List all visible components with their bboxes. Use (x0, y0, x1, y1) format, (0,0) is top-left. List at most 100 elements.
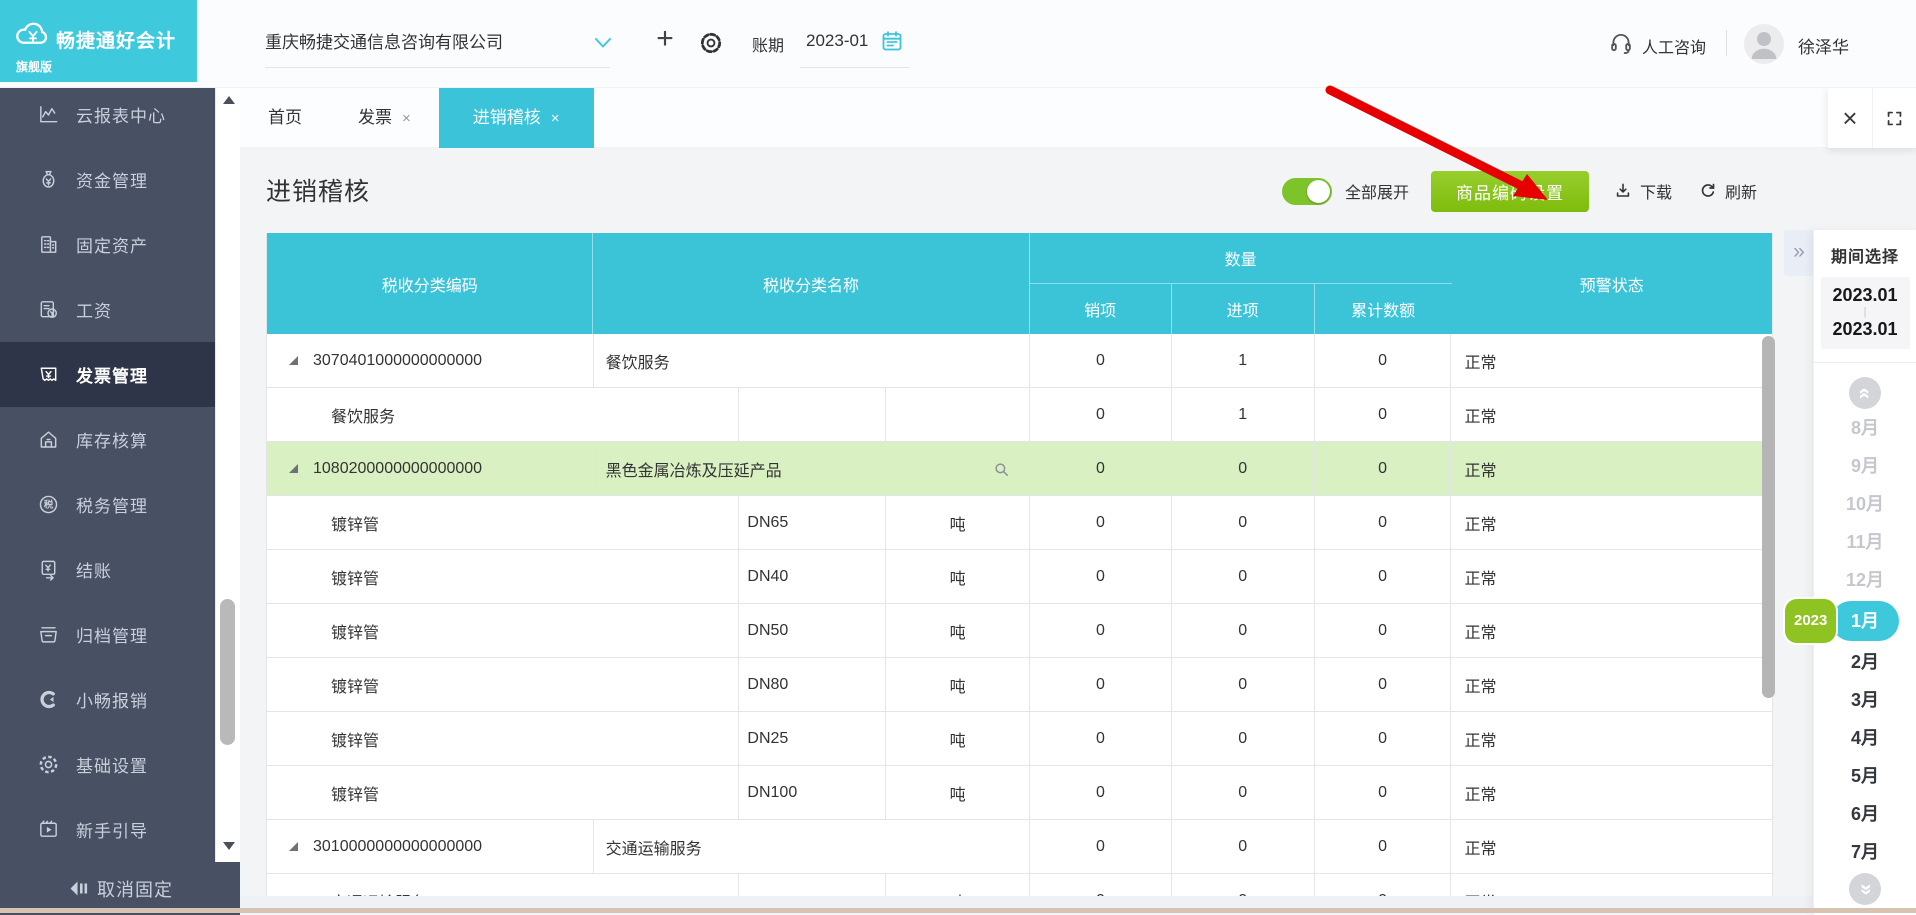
cell-item-unit-text: 吨 (949, 516, 966, 534)
cell-item-name-text: 镀锌管 (331, 786, 380, 804)
months-scroll-up-button[interactable]: « (1849, 377, 1881, 409)
table-row[interactable]: 镀锌管 DN80 吨 0 0 0 正常 (267, 658, 1772, 712)
table-row[interactable]: 镀锌管 DN65 吨 0 0 0 正常 (267, 496, 1772, 550)
month-item[interactable]: 5月 (1850, 766, 1879, 786)
sidebar-scroll-down-icon[interactable] (223, 842, 235, 850)
sidebar-item-10[interactable]: 小畅报销 (0, 667, 215, 732)
cell-item-name: 镀锌管 (267, 496, 740, 549)
month-item[interactable]: 9月 (1850, 456, 1879, 476)
expand-all-toggle[interactable] (1282, 177, 1332, 205)
sidebar-item-11[interactable]: 基础设置 (0, 732, 215, 797)
avatar[interactable] (1744, 24, 1784, 64)
page-title: 进销稽核 (266, 178, 371, 206)
sidebar-item-4[interactable]: 工资 (0, 277, 215, 342)
cell-warning-status-text: 正常 (1464, 732, 1497, 750)
expand-caret-icon[interactable] (289, 842, 298, 851)
cell-accumulated-qty: 0 (1315, 334, 1452, 387)
refresh-button[interactable]: 刷新 (1698, 179, 1757, 203)
support-link[interactable]: 人工咨询 (1608, 30, 1706, 60)
close-icon: × (1842, 102, 1858, 133)
username[interactable]: 徐泽华 (1798, 38, 1849, 57)
product-code-settings-button[interactable]: 商品编码设置 (1431, 170, 1590, 212)
cell-accumulated-qty: 0 (1315, 766, 1452, 819)
month-item[interactable]: 8月 (1850, 418, 1879, 438)
month-item-selected[interactable]: 2023 1月 (1785, 599, 1899, 643)
table-row[interactable]: 镀锌管 DN25 吨 0 0 0 正常 (267, 712, 1772, 766)
gear-icon[interactable] (698, 30, 724, 56)
cell-item-unit: 吨 (886, 604, 1031, 657)
tab-发票[interactable]: 发票 × (330, 88, 439, 148)
cell-tax-name: 交通运输服务 (594, 820, 1030, 873)
magnifier-icon[interactable] (992, 460, 1011, 479)
sidebar-item-7[interactable]: 税 税务管理 (0, 472, 215, 537)
sidebar-scrollbar-thumb[interactable] (220, 599, 235, 745)
sidebar-item-9[interactable]: 归档管理 (0, 602, 215, 667)
add-button[interactable]: + (656, 22, 674, 55)
cell-item-name-text: 镀锌管 (331, 732, 380, 750)
table-row[interactable]: 3070401000000000000 餐饮服务 0 1 0 正常 (267, 334, 1772, 388)
table-row[interactable]: 1080200000000000000 黑色金属冶炼及压延产品 0 0 0 正常 (267, 442, 1772, 496)
inventory-icon (36, 428, 60, 452)
cell-sales-qty: 0 (1030, 712, 1172, 765)
table-row[interactable]: 镀锌管 DN40 吨 0 0 0 正常 (267, 550, 1772, 604)
table-body: 3070401000000000000 餐饮服务 0 1 0 正常 餐饮服务 0 1 0 正常 108… (267, 334, 1772, 896)
cell-accumulated-qty: 0 (1315, 388, 1452, 441)
sidebar-item-6[interactable]: 库存核算 (0, 407, 215, 472)
cell-accumulated-qty-text: 0 (1378, 729, 1387, 747)
cell-item-spec: DN65 (739, 496, 887, 549)
download-label: 下载 (1640, 185, 1673, 202)
sidebar-item-12[interactable]: 新手引导 (0, 797, 215, 862)
cell-sales-qty-text: 0 (1095, 729, 1105, 747)
sidebar-scroll-up-icon[interactable] (223, 96, 235, 104)
table-row[interactable]: 交通运输服务 吨 0 0 0 正常 (267, 874, 1772, 896)
table-row[interactable]: 餐饮服务 0 1 0 正常 (267, 388, 1772, 442)
cell-warning-status-text: 正常 (1464, 408, 1497, 426)
table-row[interactable]: 镀锌管 DN100 吨 0 0 0 正常 (267, 766, 1772, 820)
month-item[interactable]: 6月 (1850, 804, 1879, 824)
sidebar-item-label: 结账 (76, 562, 112, 581)
close-page-button[interactable]: × (1828, 88, 1872, 148)
cell-item-spec-text: DN50 (747, 621, 789, 639)
expand-caret-icon[interactable] (289, 356, 298, 365)
tab-label: 发票 (358, 108, 392, 127)
period-value[interactable]: 2023-01 (806, 31, 869, 50)
tab-首页[interactable]: 首页 (240, 88, 330, 148)
month-item[interactable]: 2月 (1850, 652, 1879, 672)
archive-icon (36, 623, 60, 647)
company-selector[interactable]: 重庆畅捷交通信息咨询有限公司 (265, 28, 617, 62)
period-range-box[interactable]: 2023.01 | 2023.01 (1820, 277, 1910, 349)
cell-sales-qty-text: 0 (1095, 351, 1105, 369)
expand-caret-icon[interactable] (289, 464, 298, 473)
cell-sales-qty-text: 0 (1095, 837, 1105, 855)
tab-close-icon[interactable]: × (402, 110, 411, 127)
table-row[interactable]: 3010000000000000000 交通运输服务 0 0 0 正常 (267, 820, 1772, 874)
month-item[interactable]: 10月 (1845, 494, 1885, 514)
month-item[interactable]: 12月 (1845, 570, 1885, 590)
cell-item-name-text: 镀锌管 (331, 624, 380, 642)
panel-collapse-button[interactable]: » (1784, 230, 1814, 276)
table-scrollbar-thumb[interactable] (1762, 336, 1775, 698)
sidebar-scrollbar (215, 88, 240, 862)
period-panel-title: 期间选择 (1830, 249, 1899, 266)
tab-进销稽核[interactable]: 进销稽核 × (438, 88, 594, 148)
brand-logo[interactable]: 畅捷通好会计 旗舰版 (0, 0, 197, 82)
sidebar-item-5[interactable]: 发票管理 (0, 342, 215, 407)
sidebar-collapse-button[interactable]: 取消固定 (0, 862, 240, 915)
month-item[interactable]: 7月 (1850, 842, 1879, 862)
month-item[interactable]: 3月 (1850, 690, 1879, 710)
sidebar-item-1[interactable]: 云报表中心 (0, 82, 215, 147)
sidebar-item-8[interactable]: 结账 (0, 537, 215, 602)
fullscreen-button[interactable] (1872, 88, 1916, 148)
table-row[interactable]: 镀锌管 DN50 吨 0 0 0 正常 (267, 604, 1772, 658)
calendar-icon[interactable] (880, 29, 904, 53)
download-button[interactable]: 下载 (1613, 179, 1672, 203)
cell-item-spec-text: DN40 (747, 567, 789, 585)
sidebar-item-3[interactable]: 固定资产 (0, 212, 215, 277)
months-scroll-down-button[interactable]: « (1849, 873, 1881, 905)
cell-accumulated-qty: 0 (1315, 550, 1452, 603)
month-item[interactable]: 11月 (1846, 532, 1884, 552)
sidebar-item-2[interactable]: 资金管理 (0, 147, 215, 212)
month-item[interactable]: 4月 (1850, 728, 1879, 748)
tab-close-icon[interactable]: × (550, 110, 560, 127)
